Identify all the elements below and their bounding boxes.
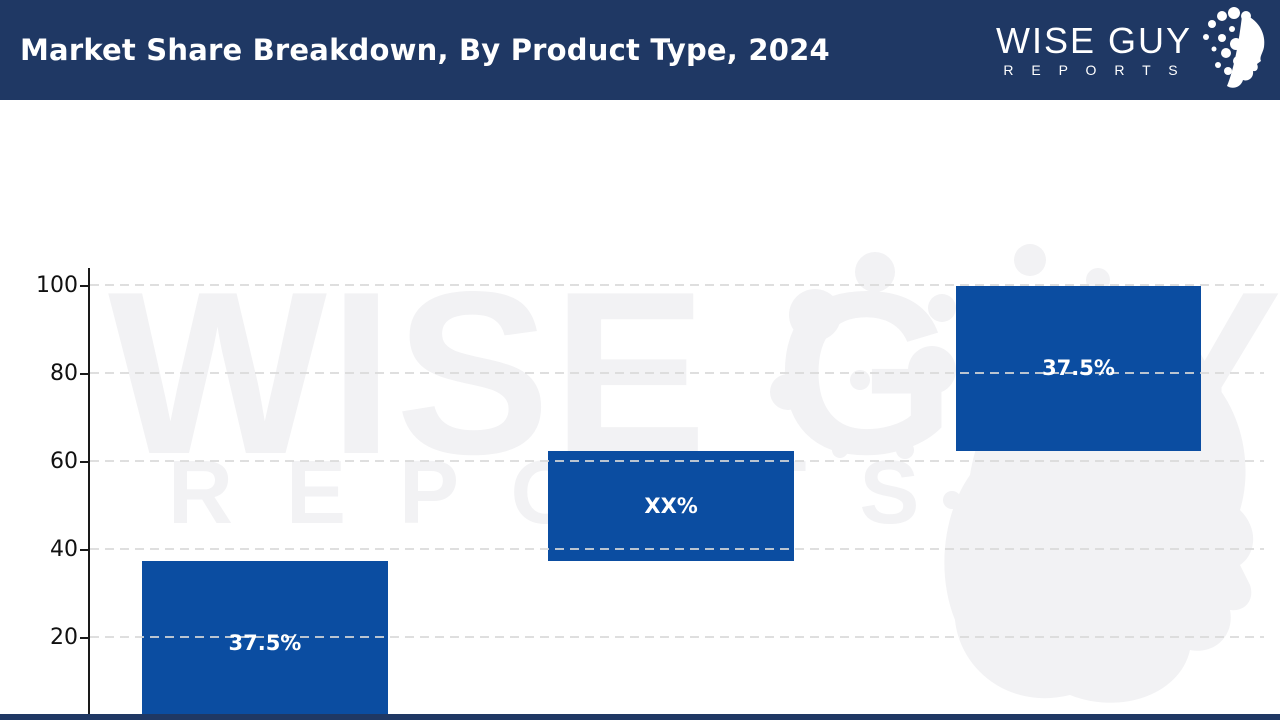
gridline [90, 283, 1264, 286]
brand-name: WISE GUY [995, 20, 1192, 61]
bar-segment [548, 450, 794, 561]
brand-logo: WISE GUY R E P O R T S [996, 7, 1268, 93]
header: Market Share Breakdown, By Product Type,… [0, 0, 1280, 100]
bar-value-label: 37.5% [228, 631, 302, 656]
bar-value-label: 37.5% [1042, 356, 1115, 381]
plot-area: 37.5% XX% 37.5% [80, 268, 1264, 714]
y-tick-mark [80, 284, 88, 287]
gridline [90, 459, 1264, 462]
y-tick-label: 100 [36, 272, 78, 298]
brand-face-icon [1203, 7, 1265, 88]
footer-bar [0, 714, 1280, 720]
y-tick-label: 60 [50, 448, 78, 474]
chart-area: WISE GUY R E P O R T S 37.5%XX%37.5% 020… [0, 100, 1280, 714]
gridline [90, 635, 1264, 638]
y-tick-mark [80, 460, 88, 463]
bar-value-label: XX% [644, 493, 698, 518]
chart-title: Market Share Breakdown, By Product Type,… [20, 33, 830, 67]
y-tick-mark [80, 372, 88, 375]
brand-logo-text: WISE GUY R E P O R T S [995, 20, 1192, 78]
y-tick-mark [80, 548, 88, 551]
gridline [90, 547, 1264, 550]
brand-subtitle: R E P O R T S [1003, 62, 1185, 78]
y-tick-label: 40 [50, 536, 78, 562]
gridline [90, 371, 1264, 374]
y-axis: 020406080100 [0, 268, 78, 714]
y-tick-label: 20 [50, 624, 78, 650]
y-tick-label: 80 [50, 360, 78, 386]
y-tick-mark [80, 636, 88, 639]
